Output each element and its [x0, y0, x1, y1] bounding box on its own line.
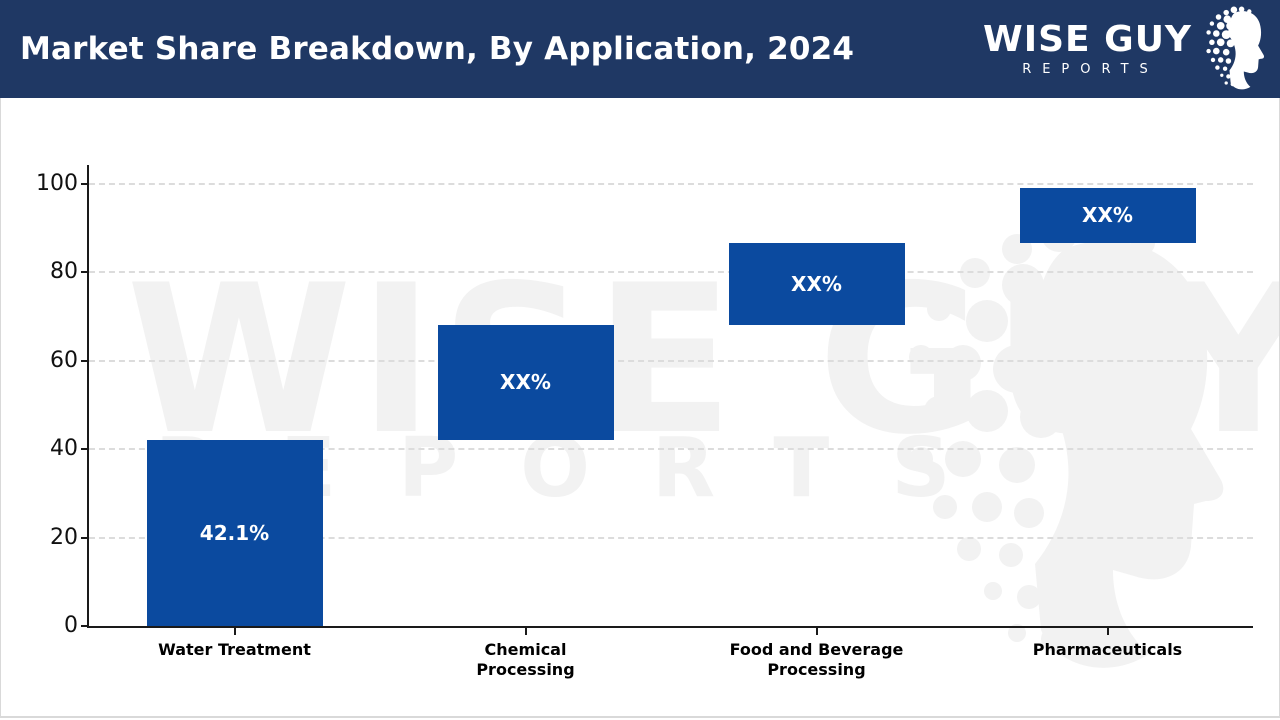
- y-tick-label: 100: [36, 170, 78, 196]
- bar-value-label: XX%: [500, 370, 551, 395]
- x-category-label: Pharmaceuticals: [978, 640, 1238, 660]
- bar: XX%: [437, 324, 614, 440]
- y-tick-label: 80: [50, 259, 78, 284]
- brand-text: WISE GUY REPORTS: [982, 19, 1192, 78]
- brand-subtitle: REPORTS: [1022, 62, 1159, 77]
- x-category-label-line: Pharmaceuticals: [1032, 640, 1183, 659]
- chart-figure: WISE GUY REPORTS 0 20 40 60 80 100 42.1% Water …: [0, 98, 1280, 720]
- header-bar: Market Share Breakdown, By Application, …: [0, 0, 1280, 98]
- gridline: [89, 359, 1253, 362]
- y-tick-mark: [81, 359, 89, 362]
- x-category-label-line: Processing: [476, 660, 575, 679]
- plot-area: 0 20 40 60 80 100 42.1% Water Treatment XX% Chemi…: [0, 98, 1280, 720]
- y-tick-label: 40: [50, 436, 78, 461]
- gridline: [89, 271, 1253, 273]
- brand-name: WISE GUY: [982, 19, 1192, 60]
- bar: 42.1%: [146, 439, 323, 626]
- y-tick-mark: [81, 271, 89, 273]
- watermark-face-icon: [909, 216, 1224, 668]
- x-tick-mark: [1106, 628, 1109, 635]
- y-tick-label: 20: [50, 524, 78, 550]
- brand-logo: WISE GUY REPORTS: [983, 0, 1270, 98]
- x-category-label-line: Food and Beverage: [729, 640, 904, 659]
- gridline: [89, 182, 1253, 185]
- bar-value-label: 42.1%: [199, 520, 270, 545]
- x-category-label-line: Processing: [767, 660, 866, 679]
- x-axis-spine: [87, 626, 1253, 628]
- bar-value-label: XX%: [791, 271, 842, 296]
- x-tick-mark: [524, 628, 527, 635]
- x-category-label: Chemical Processing: [396, 640, 656, 680]
- bar: XX%: [728, 242, 905, 325]
- y-tick-label: 0: [64, 613, 78, 638]
- page-title: Market Share Breakdown, By Application, …: [20, 31, 855, 67]
- x-category-label: Food and Beverage Processing: [687, 640, 947, 680]
- x-tick-mark: [815, 628, 818, 635]
- x-category-label: Water Treatment: [105, 640, 365, 660]
- x-category-label-line: Chemical: [484, 640, 567, 659]
- y-tick-mark: [81, 625, 89, 627]
- gridline: [89, 448, 1253, 450]
- y-axis-spine: [87, 165, 89, 628]
- y-tick-mark: [81, 182, 89, 185]
- y-tick-mark: [81, 448, 89, 450]
- gridline: [89, 536, 1253, 539]
- x-category-label-line: Water Treatment: [158, 640, 311, 659]
- x-tick-mark: [233, 628, 236, 635]
- bar-value-label: XX%: [1082, 203, 1133, 228]
- bar: XX%: [1019, 187, 1196, 243]
- y-tick-mark: [81, 536, 89, 539]
- y-tick-label: 60: [50, 347, 78, 373]
- wiseguy-face-icon: [1206, 6, 1265, 90]
